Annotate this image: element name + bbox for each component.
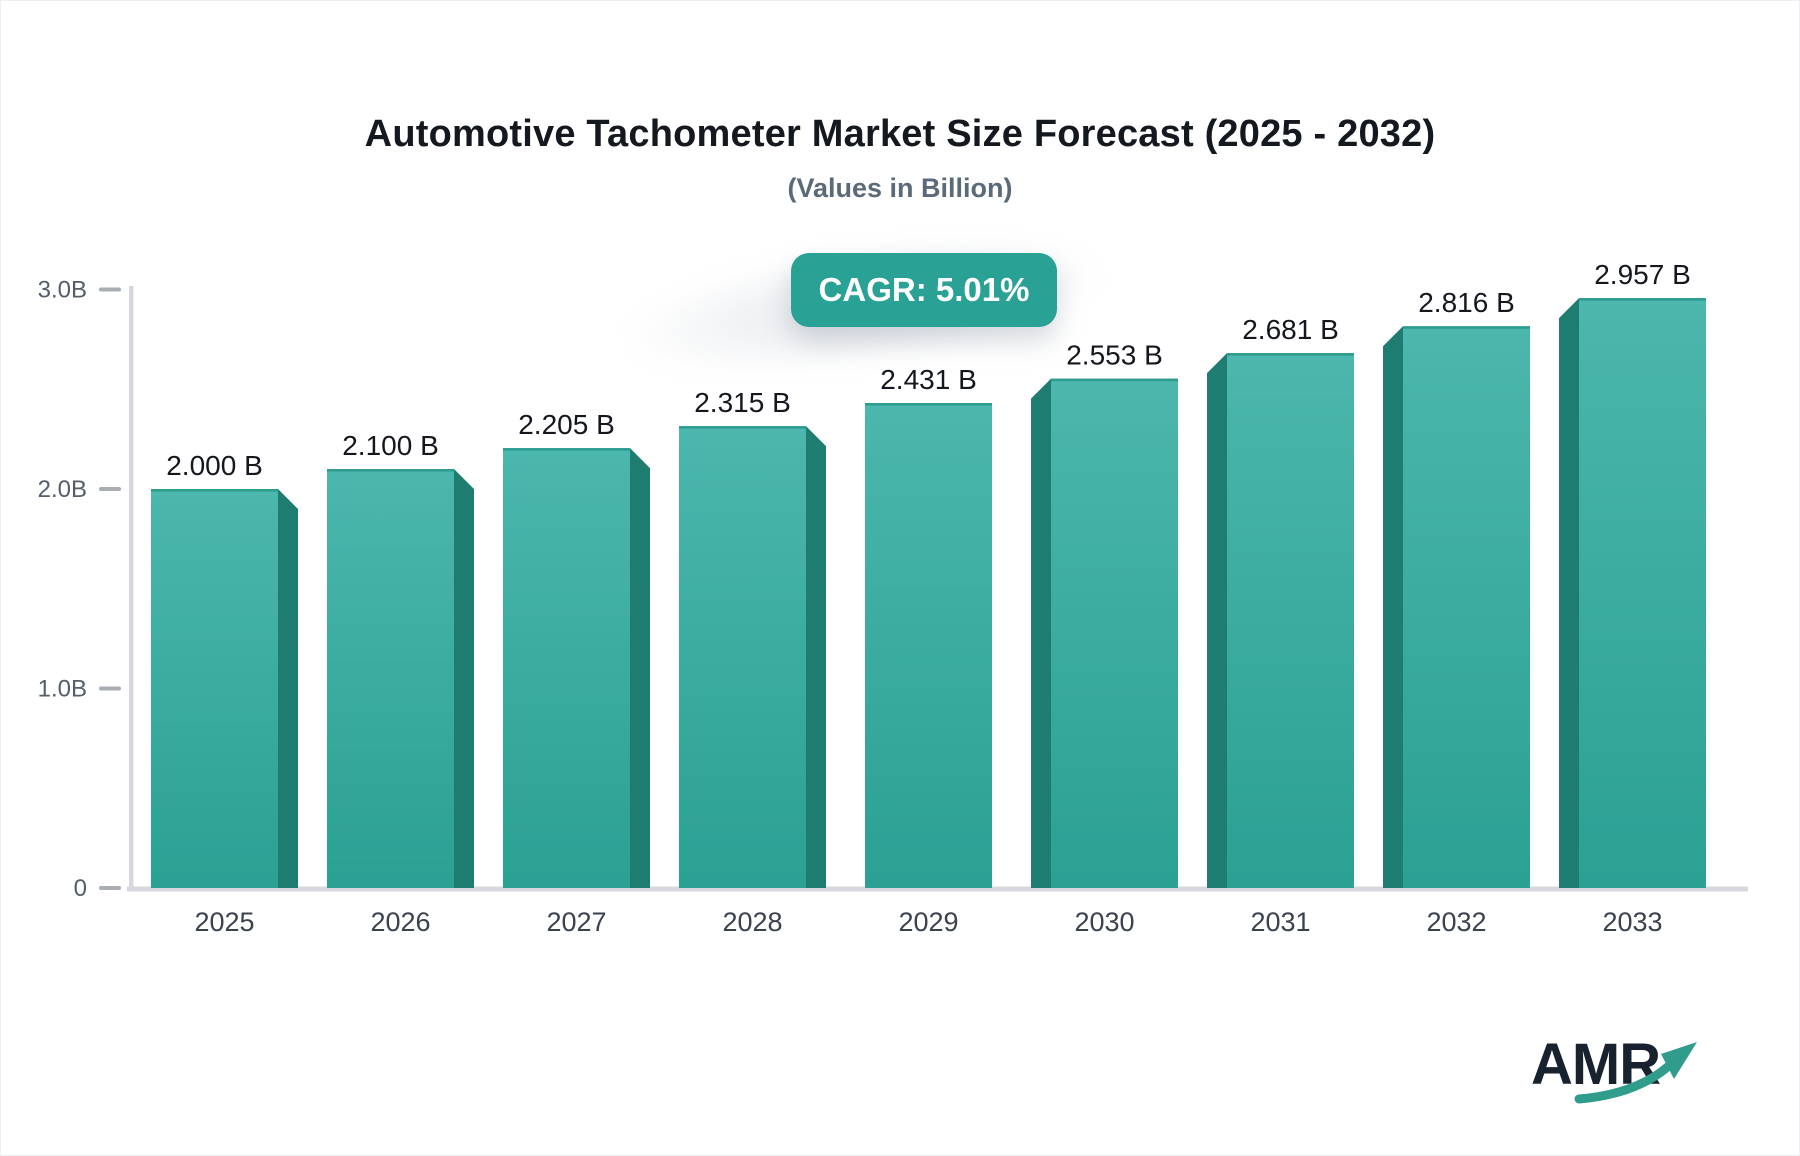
x-axis-label: 2033 [1602,907,1662,937]
bar-2027 [503,448,630,888]
x-axis-line [127,886,1748,892]
bar-side-2031 [1207,353,1227,888]
bar-2028 [679,426,806,888]
bar-side-2032 [1383,326,1403,888]
bar-value-label: 2.100 B [342,430,439,461]
bar-side-2025 [278,489,298,888]
x-axis-label: 2027 [546,907,606,937]
x-axis-label: 2028 [722,907,782,937]
x-axis-label: 2029 [898,907,958,937]
bar-value-label: 2.553 B [1066,340,1163,371]
bar-2025 [151,489,278,888]
bar-side-2027 [630,448,650,888]
page-title: Automotive Tachometer Market Size Foreca… [364,113,1436,155]
bar-2030 [1051,378,1178,888]
y-axis-tick [99,287,121,292]
y-axis-tick [99,886,121,890]
bar-value-label: 2.000 B [166,450,263,481]
bar-2029 [865,403,992,888]
growth-arrow-icon [1574,1042,1697,1104]
y-axis-label: 3.0B [38,277,87,304]
bar-value-label: 2.681 B [1242,314,1339,345]
bar-value-label: 2.816 B [1418,287,1515,318]
x-axis-label: 2026 [370,907,430,937]
bar-2031 [1227,353,1354,888]
cagr-badge: CAGR: 5.01% [791,253,1057,327]
bar-value-label: 2.957 B [1594,259,1691,290]
x-axis-label: 2031 [1250,907,1310,937]
y-axis-label: 0 [74,875,87,902]
x-axis-label: 2030 [1074,907,1134,937]
x-axis-label: 2025 [194,907,254,937]
bar-2026 [327,469,454,888]
bar-side-2030 [1031,378,1051,888]
y-axis-label: 2.0B [38,476,87,503]
bar-2033 [1579,298,1706,888]
chart-subtitle: (Values in Billion) [787,173,1013,203]
x-axis-label: 2032 [1426,907,1486,937]
y-axis-tick [99,487,121,491]
y-axis-line [129,286,134,888]
amr-logo: AMR [1521,1023,1721,1123]
bar-side-2028 [806,426,826,888]
y-axis-label: 1.0B [38,676,87,703]
y-axis-tick [99,686,121,691]
bar-side-2026 [454,469,474,888]
bar-value-label: 2.315 B [694,387,791,418]
bar-2032 [1403,326,1530,888]
bar-side-2033 [1559,298,1579,888]
bar-value-label: 2.431 B [880,364,977,395]
bar-value-label: 2.205 B [518,409,615,440]
